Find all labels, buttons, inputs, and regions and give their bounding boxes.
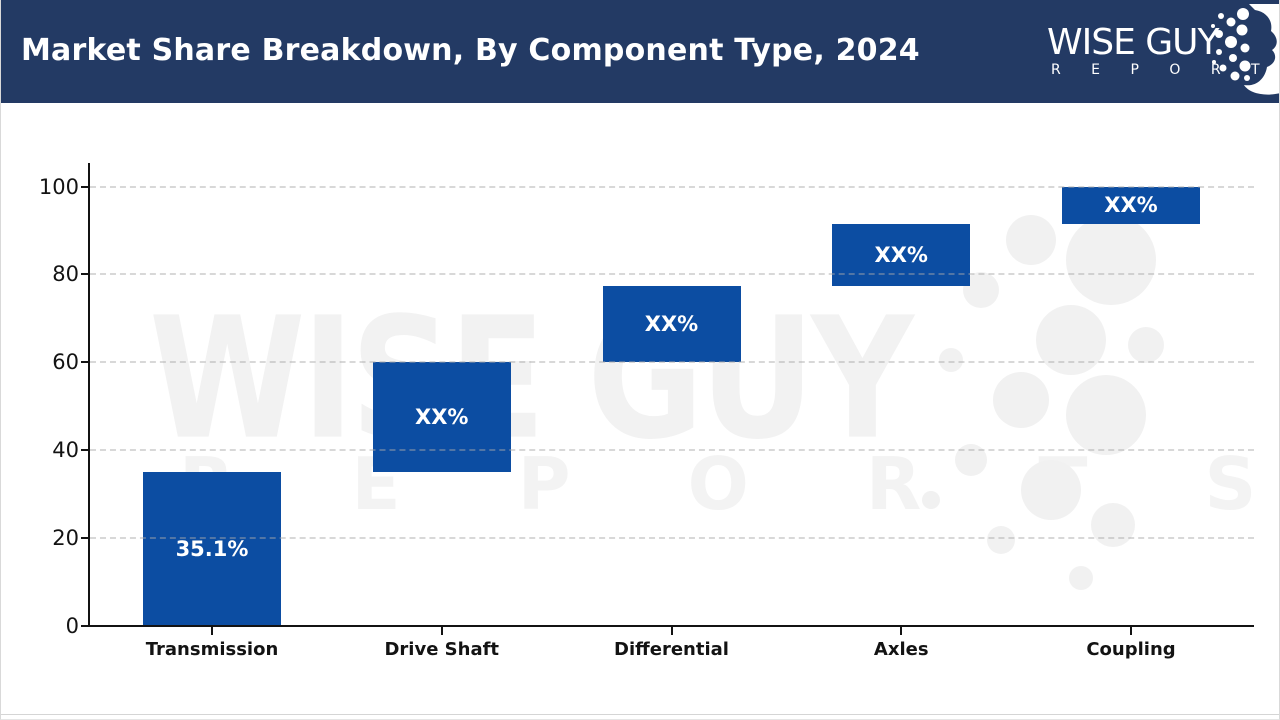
x-axis-label-transmission: Transmission — [145, 639, 279, 660]
x-tick-mark-drive-shaft — [440, 627, 443, 635]
gridline-80 — [90, 273, 1254, 276]
bar-transmission — [143, 471, 281, 626]
bar-value-label-transmission: 35.1% — [175, 536, 249, 561]
logo-face-icon — [1211, 4, 1279, 95]
watermark-wordmark: WISE GUY — [149, 282, 914, 477]
x-axis-label-differential: Differential — [614, 639, 729, 660]
gridline-100 — [90, 185, 1254, 188]
y-tick-label-100: 100 — [38, 174, 79, 199]
x-axis-label-axles: Axles — [873, 639, 929, 660]
y-tick-label-40: 40 — [52, 438, 79, 463]
bar-value-label-differential: XX% — [644, 312, 699, 337]
logo-wordmark: WISE GUY — [1047, 22, 1219, 63]
header: Market Share Breakdown, By Component Typ… — [1, 0, 1279, 103]
brand-logo: WISE GUY R E P O R T S — [1041, 0, 1279, 103]
x-tick-mark-coupling — [1130, 627, 1132, 635]
y-tick-label-20: 20 — [52, 526, 79, 551]
y-tick-mark-0 — [81, 625, 90, 627]
bar-value-label-coupling: XX% — [1104, 193, 1158, 218]
y-axis-spine — [88, 163, 90, 627]
bar-axles — [832, 223, 971, 287]
y-tick-label-0: 0 — [65, 614, 79, 638]
x-axis-label-drive-shaft: Drive Shaft — [384, 639, 500, 660]
bar-value-label-axles: XX% — [874, 243, 928, 268]
x-tick-mark-axles — [900, 627, 903, 635]
y-tick-mark-100 — [81, 185, 90, 188]
watermark-face-pattern — [911, 215, 1164, 590]
bottom-divider — [1, 714, 1279, 715]
bar-differential — [602, 286, 741, 363]
bar-coupling — [1062, 186, 1200, 224]
gridline-60 — [90, 361, 1254, 364]
x-tick-mark-transmission — [211, 627, 213, 635]
y-tick-mark-40 — [81, 449, 90, 452]
gridline-20 — [90, 537, 1254, 540]
x-tick-mark-differential — [670, 627, 673, 635]
y-tick-label-60: 60 — [52, 350, 79, 375]
x-axis-spine — [87, 625, 1254, 627]
x-axis-label-coupling: Coupling — [1086, 639, 1176, 660]
gridline-40 — [90, 449, 1254, 452]
y-tick-label-80: 80 — [52, 262, 79, 287]
bar-value-label-drive-shaft: XX% — [415, 405, 469, 430]
y-tick-mark-80 — [81, 273, 90, 276]
y-tick-mark-60 — [81, 361, 90, 364]
page-title: Market Share Breakdown, By Component Typ… — [21, 33, 920, 68]
y-tick-mark-20 — [81, 537, 90, 540]
bar-drive-shaft — [372, 362, 511, 472]
